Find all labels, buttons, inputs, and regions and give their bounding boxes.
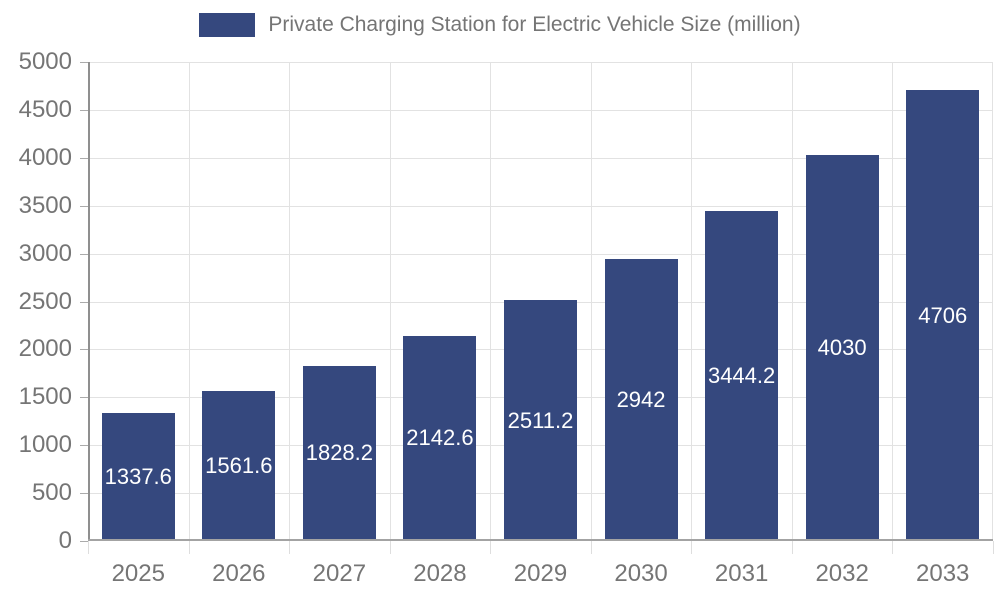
y-tick-label: 5000 xyxy=(18,48,72,75)
y-tick-mark xyxy=(80,62,88,63)
bar-2030[interactable]: 2942 xyxy=(604,259,678,541)
y-tick-label: 500 xyxy=(31,479,72,507)
y-tick-label: 3000 xyxy=(18,239,72,267)
v-gridline xyxy=(892,62,894,541)
bar-2026[interactable]: 1561.6 xyxy=(202,391,276,541)
bar-2032[interactable]: 4030 xyxy=(805,154,879,541)
h-gridline xyxy=(88,109,993,111)
y-tick-mark xyxy=(80,253,88,255)
y-tick-mark xyxy=(80,301,88,303)
x-tick-mark xyxy=(88,541,89,554)
x-axis-line xyxy=(88,539,993,541)
x-tick-label: 2025 xyxy=(111,560,165,587)
bar-2027[interactable]: 1828.2 xyxy=(302,365,376,541)
h-gridline xyxy=(88,157,993,159)
x-tick-label: 2031 xyxy=(714,560,769,587)
h-gridline xyxy=(88,205,993,207)
y-tick-label: 3500 xyxy=(18,191,72,219)
bar-2029[interactable]: 2511.2 xyxy=(504,300,577,541)
bar-value-label: 1828.2 xyxy=(305,440,374,466)
x-tick-mark xyxy=(691,541,693,554)
x-tick-mark xyxy=(490,541,492,554)
y-tick-label: 2000 xyxy=(18,335,72,363)
y-tick-mark xyxy=(80,205,88,207)
x-tick-mark xyxy=(892,541,894,554)
x-tick-label: 2029 xyxy=(513,560,568,587)
v-gridline xyxy=(490,62,492,541)
bar-value-label: 2511.2 xyxy=(507,407,574,433)
x-tick-mark xyxy=(289,541,291,554)
bar-2028[interactable]: 2142.6 xyxy=(403,335,477,541)
legend[interactable]: Private Charging Station for Electric Ve… xyxy=(0,13,1000,37)
x-tick-label: 2033 xyxy=(916,560,970,587)
x-tick-label: 2027 xyxy=(312,560,367,587)
x-tick-mark xyxy=(993,541,994,554)
x-tick-label: 2028 xyxy=(413,560,467,587)
x-tick-mark xyxy=(590,541,592,554)
bar-2025[interactable]: 1337.6 xyxy=(101,412,175,541)
x-tick-label: 2026 xyxy=(212,560,266,587)
y-tick-label: 2500 xyxy=(18,287,72,315)
v-gridline xyxy=(389,62,391,541)
bar-value-label: 4030 xyxy=(817,334,867,360)
x-tick-label: 2030 xyxy=(614,560,668,587)
y-tick-mark xyxy=(80,541,88,542)
x-tick-mark xyxy=(791,541,793,554)
h-gridline xyxy=(88,253,993,255)
x-tick-mark xyxy=(389,541,391,554)
bar-value-label: 2142.6 xyxy=(406,425,474,451)
bar-2033[interactable]: 4706 xyxy=(906,90,980,541)
bar-2031[interactable]: 3444.2 xyxy=(705,211,779,541)
y-tick-label: 0 xyxy=(58,527,72,554)
v-gridline xyxy=(289,62,291,541)
v-gridline xyxy=(791,62,793,541)
legend-swatch xyxy=(199,13,256,37)
plot-area: 1337.6 1561.6 1828.2 2142.6 2511.2 2942 3444.2… xyxy=(88,62,993,541)
bar-value-label: 1561.6 xyxy=(205,453,273,479)
y-tick-mark xyxy=(80,157,88,159)
y-tick-label: 1500 xyxy=(18,383,72,411)
bar-value-label: 3444.2 xyxy=(707,363,776,389)
y-tick-label: 4500 xyxy=(18,95,72,123)
y-tick-mark xyxy=(80,397,88,399)
y-tick-mark xyxy=(80,109,88,111)
bar-value-label: 2942 xyxy=(616,387,666,413)
y-tick-label: 1000 xyxy=(18,431,72,459)
x-tick-mark xyxy=(188,541,190,554)
v-gridline xyxy=(691,62,693,541)
v-gridline xyxy=(188,62,190,541)
y-tick-mark xyxy=(80,445,88,447)
y-tick-mark xyxy=(80,349,88,351)
plot-border-top xyxy=(88,62,993,63)
legend-label: Private Charging Station for Electric Ve… xyxy=(268,13,801,36)
y-tick-mark xyxy=(80,493,88,495)
bar-value-label: 1337.6 xyxy=(104,463,172,489)
bar-value-label: 4706 xyxy=(918,302,968,328)
x-tick-label: 2032 xyxy=(815,560,869,587)
y-axis-line xyxy=(88,62,90,541)
y-tick-label: 4000 xyxy=(18,143,72,171)
v-gridline xyxy=(590,62,592,541)
